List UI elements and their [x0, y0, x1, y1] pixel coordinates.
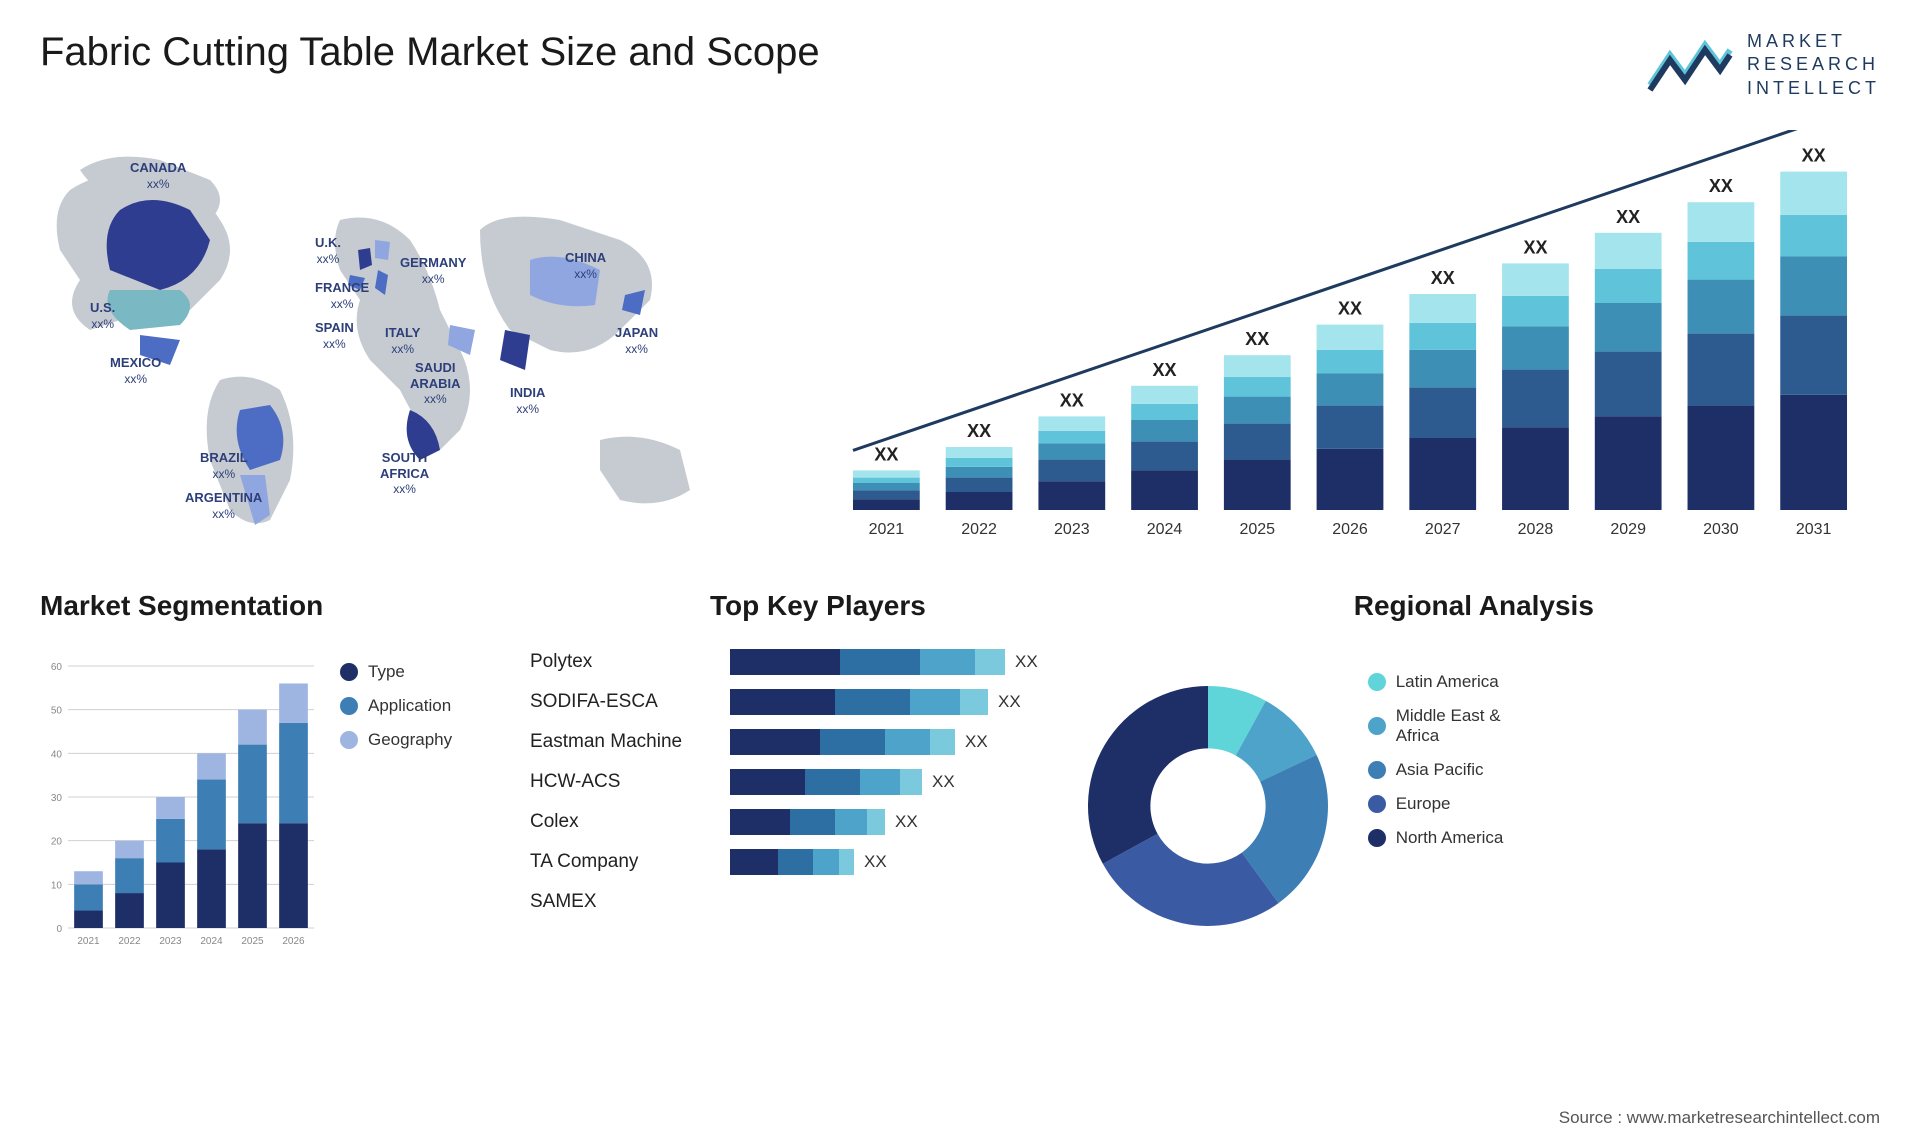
svg-text:2030: 2030 — [1703, 521, 1739, 538]
svg-text:XX: XX — [1616, 207, 1640, 227]
regional-title: Regional Analysis — [1068, 590, 1880, 622]
page-title: Fabric Cutting Table Market Size and Sco… — [40, 30, 820, 75]
svg-text:XX: XX — [1060, 391, 1084, 411]
svg-text:2029: 2029 — [1610, 521, 1646, 538]
player-name: SODIFA-ESCA — [530, 682, 710, 722]
legend-item: Latin America — [1368, 672, 1880, 692]
map-label: U.S.xx% — [90, 300, 115, 331]
player-bars: XXXXXXXXXXXX — [730, 642, 1038, 921]
svg-text:2025: 2025 — [1239, 521, 1275, 538]
svg-text:XX: XX — [1153, 360, 1177, 380]
svg-text:2027: 2027 — [1425, 521, 1461, 538]
segmentation-chart: 0 10 20 30 40 50 60 2021 2022 2023 2024 2025 2026 — [40, 642, 320, 970]
regional-donut — [1078, 676, 1338, 936]
segmentation-title: Market Segmentation — [40, 590, 500, 622]
svg-text:30: 30 — [51, 793, 63, 804]
map-label: SPAINxx% — [315, 320, 354, 351]
svg-text:2021: 2021 — [869, 521, 905, 538]
svg-text:XX: XX — [874, 445, 898, 465]
map-label: GERMANYxx% — [400, 255, 466, 286]
regional-legend: Latin America Middle East &Africa Asia Pac… — [1348, 642, 1880, 970]
svg-text:60: 60 — [51, 662, 63, 673]
map-label: SAUDIARABIAxx% — [410, 360, 461, 407]
svg-text:XX: XX — [1338, 299, 1362, 319]
svg-text:2026: 2026 — [282, 936, 305, 947]
svg-text:0: 0 — [56, 924, 62, 935]
svg-text:2024: 2024 — [1147, 521, 1183, 538]
logo-line3: INTELLECT — [1747, 77, 1880, 100]
player-bar-row: XX — [730, 682, 1038, 722]
player-name: HCW-ACS — [530, 762, 710, 802]
map-label: INDIAxx% — [510, 385, 545, 416]
svg-text:XX: XX — [1802, 146, 1826, 166]
player-bar-row: XX — [730, 642, 1038, 682]
map-label: SOUTHAFRICAxx% — [380, 450, 429, 497]
svg-text:XX: XX — [1523, 238, 1547, 258]
segmentation-legend: Type Application Geography — [320, 642, 500, 970]
svg-text:2028: 2028 — [1518, 521, 1554, 538]
brand-logo: MARKET RESEARCH INTELLECT — [1645, 30, 1880, 100]
map-label: U.K.xx% — [315, 235, 341, 266]
player-name: TA Company — [530, 842, 710, 882]
svg-text:2021: 2021 — [77, 936, 100, 947]
svg-text:20: 20 — [51, 837, 63, 848]
svg-text:2026: 2026 — [1332, 521, 1368, 538]
svg-text:50: 50 — [51, 706, 63, 717]
legend-item: Europe — [1368, 794, 1880, 814]
player-name: Colex — [530, 802, 710, 842]
logo-line2: RESEARCH — [1747, 53, 1880, 76]
svg-text:XX: XX — [1709, 176, 1733, 196]
legend-item: Type — [340, 662, 500, 682]
svg-text:XX: XX — [967, 421, 991, 441]
legend-item: Application — [340, 696, 500, 716]
logo-line1: MARKET — [1747, 30, 1880, 53]
player-name: Eastman Machine — [530, 722, 710, 762]
player-bar-row: XX — [730, 722, 1038, 762]
map-label: CANADAxx% — [130, 160, 186, 191]
player-name: SAMEX — [530, 882, 710, 922]
svg-text:2023: 2023 — [1054, 521, 1090, 538]
svg-text:XX: XX — [1245, 329, 1269, 349]
source-attribution: Source : www.marketresearchintellect.com — [1559, 1108, 1880, 1128]
svg-text:10: 10 — [51, 881, 63, 892]
player-names: PolytexSODIFA-ESCAEastman MachineHCW-ACS… — [530, 642, 710, 921]
legend-item: Middle East &Africa — [1368, 706, 1880, 746]
svg-text:XX: XX — [1431, 268, 1455, 288]
map-label: CHINAxx% — [565, 250, 606, 281]
map-label: MEXICOxx% — [110, 355, 161, 386]
player-bar-row: XX — [730, 762, 1038, 802]
growth-chart: XX 2021 XX 2022 XX 2023 XX 2024 XX 2025 XX 2026 XX 20… — [820, 130, 1880, 550]
svg-text:40: 40 — [51, 750, 63, 761]
legend-item: Asia Pacific — [1368, 760, 1880, 780]
player-bar-row: XX — [730, 842, 1038, 882]
map-label: JAPANxx% — [615, 325, 658, 356]
map-label: ITALYxx% — [385, 325, 420, 356]
svg-text:2023: 2023 — [159, 936, 182, 947]
svg-text:2024: 2024 — [200, 936, 223, 947]
players-title: Top Key Players — [710, 590, 1038, 622]
svg-text:2031: 2031 — [1796, 521, 1832, 538]
svg-text:2025: 2025 — [241, 936, 264, 947]
map-label: ARGENTINAxx% — [185, 490, 262, 521]
world-map: CANADAxx% U.S.xx% MEXICOxx% BRAZILxx% ARGENT… — [40, 130, 760, 550]
player-bar-row: XX — [730, 802, 1038, 842]
svg-text:2022: 2022 — [118, 936, 141, 947]
legend-item: North America — [1368, 828, 1880, 848]
map-label: BRAZILxx% — [200, 450, 248, 481]
logo-icon — [1645, 35, 1735, 95]
player-name: Polytex — [530, 642, 710, 682]
svg-text:2022: 2022 — [961, 521, 997, 538]
legend-item: Geography — [340, 730, 500, 750]
map-label: FRANCExx% — [315, 280, 369, 311]
